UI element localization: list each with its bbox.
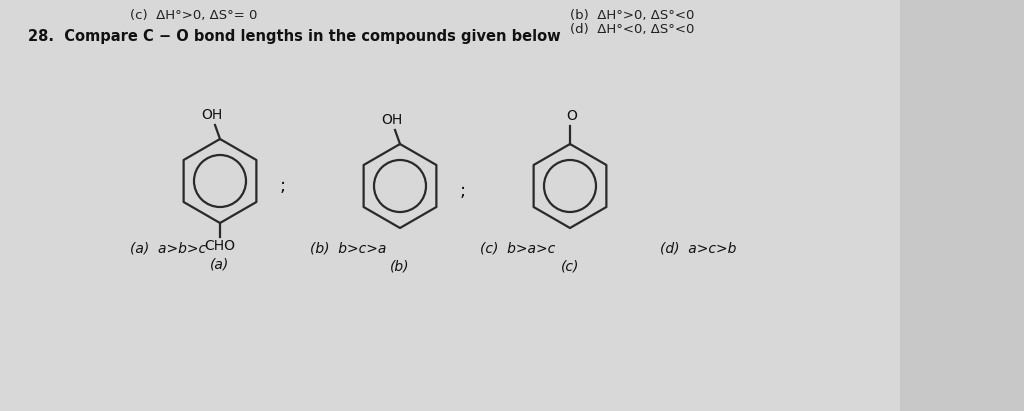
Text: OH: OH <box>202 108 222 122</box>
Bar <box>0 0 900 411</box>
Text: (c)  b>a>c: (c) b>a>c <box>480 241 555 255</box>
Text: OH: OH <box>381 113 402 127</box>
Text: (d)  ΔH°<0, ΔS°<0: (d) ΔH°<0, ΔS°<0 <box>570 23 694 36</box>
Text: O: O <box>566 109 578 123</box>
Text: (b)  b>c>a: (b) b>c>a <box>310 241 386 255</box>
Text: (c): (c) <box>561 260 580 274</box>
Text: (b)  ΔH°>0, ΔS°<0: (b) ΔH°>0, ΔS°<0 <box>570 9 694 22</box>
Text: ;: ; <box>280 177 286 195</box>
Text: 28.  Compare C − O bond lengths in the compounds given below: 28. Compare C − O bond lengths in the co… <box>28 29 560 44</box>
Text: CHO: CHO <box>205 239 236 253</box>
Text: (a): (a) <box>210 257 229 271</box>
Text: (b): (b) <box>390 260 410 274</box>
Text: ;: ; <box>460 182 466 200</box>
Text: (a)  a>b>c: (a) a>b>c <box>130 241 206 255</box>
Text: (d)  a>c>b: (d) a>c>b <box>660 241 736 255</box>
Text: (c)  ΔH°>0, ΔS°= 0: (c) ΔH°>0, ΔS°= 0 <box>130 9 257 22</box>
